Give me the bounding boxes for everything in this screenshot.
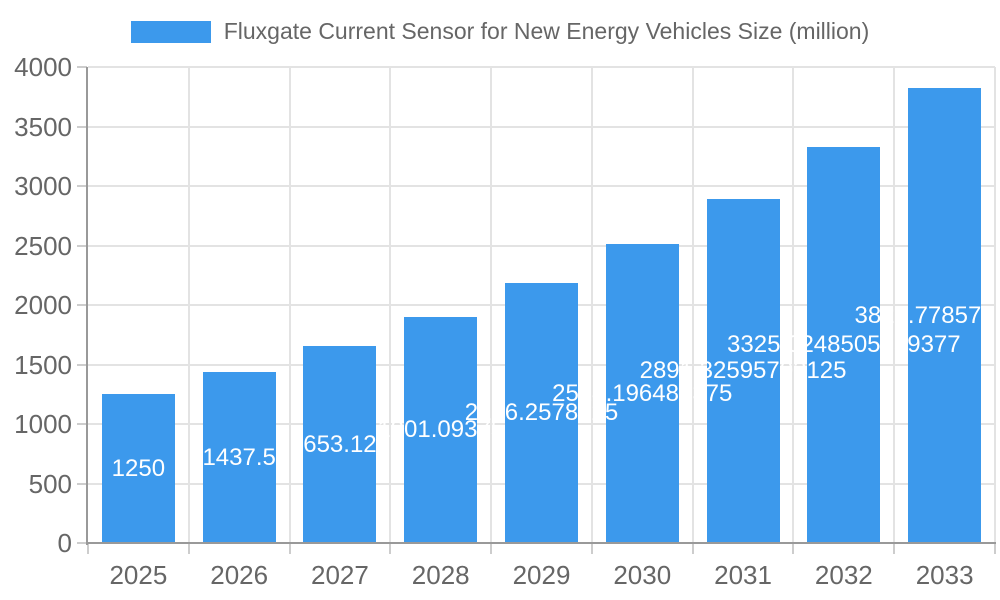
x-axis-tick (994, 544, 996, 554)
y-gridline (88, 185, 995, 187)
bar[interactable] (908, 88, 981, 543)
x-gridline (893, 67, 895, 543)
y-axis-label: 3500 (14, 112, 72, 142)
y-axis-tick (77, 304, 87, 306)
x-axis-label: 2029 (512, 560, 571, 590)
x-gridline (692, 67, 694, 543)
y-axis-label: 4000 (14, 52, 72, 82)
bar[interactable] (203, 372, 276, 543)
x-axis-tick (792, 544, 794, 554)
x-axis-label: 2032 (814, 560, 873, 590)
y-axis-label: 1500 (14, 350, 72, 380)
bar[interactable] (303, 346, 376, 543)
x-axis-tick (188, 544, 190, 554)
bar[interactable] (807, 147, 880, 543)
x-axis-label: 2030 (613, 560, 672, 590)
legend-item[interactable]: Fluxgate Current Sensor for New Energy V… (0, 18, 1000, 45)
x-gridline (591, 67, 593, 543)
legend-label: Fluxgate Current Sensor for New Energy V… (223, 18, 870, 44)
x-axis-tick (692, 544, 694, 554)
y-gridline (88, 66, 995, 68)
y-axis-tick (77, 126, 87, 128)
x-axis-line (86, 542, 996, 544)
y-axis-tick (77, 423, 87, 425)
x-axis-tick (389, 544, 391, 554)
x-axis-label: 2027 (311, 560, 369, 590)
x-axis-tick (87, 544, 89, 554)
x-axis-label: 2028 (411, 560, 470, 590)
y-gridline (88, 245, 995, 247)
y-axis-label: 2000 (14, 290, 72, 320)
y-axis-tick (77, 364, 87, 366)
x-gridline (994, 67, 996, 543)
x-axis-label: 2026 (210, 560, 269, 590)
y-axis-tick (77, 185, 87, 187)
x-axis-label: 2025 (109, 560, 168, 590)
y-axis-label: 1000 (14, 409, 72, 439)
y-gridline (88, 126, 995, 128)
y-axis-label: 3000 (14, 171, 72, 201)
x-gridline (289, 67, 291, 543)
bar[interactable] (707, 199, 780, 543)
y-axis-label: 0 (57, 528, 72, 558)
x-gridline (792, 67, 794, 543)
legend-color-swatch (130, 20, 211, 43)
bar[interactable] (102, 394, 175, 543)
y-axis-label: 2500 (14, 231, 72, 261)
x-axis-tick (289, 544, 291, 554)
x-axis-label: 2031 (714, 560, 772, 590)
y-axis-tick (77, 66, 87, 68)
x-axis-tick (591, 544, 593, 554)
x-axis-label: 2033 (915, 560, 974, 590)
x-gridline (490, 67, 492, 543)
x-axis-tick (893, 544, 895, 554)
bar[interactable] (404, 317, 477, 543)
x-gridline (188, 67, 190, 543)
x-axis-tick (490, 544, 492, 554)
y-axis-tick (77, 542, 87, 544)
y-axis-line (86, 67, 88, 545)
x-gridline (389, 67, 391, 543)
bar[interactable] (606, 244, 679, 543)
y-axis-tick (77, 483, 87, 485)
y-axis-tick (77, 245, 87, 247)
bar[interactable] (505, 283, 578, 543)
y-axis-label: 500 (28, 469, 72, 499)
